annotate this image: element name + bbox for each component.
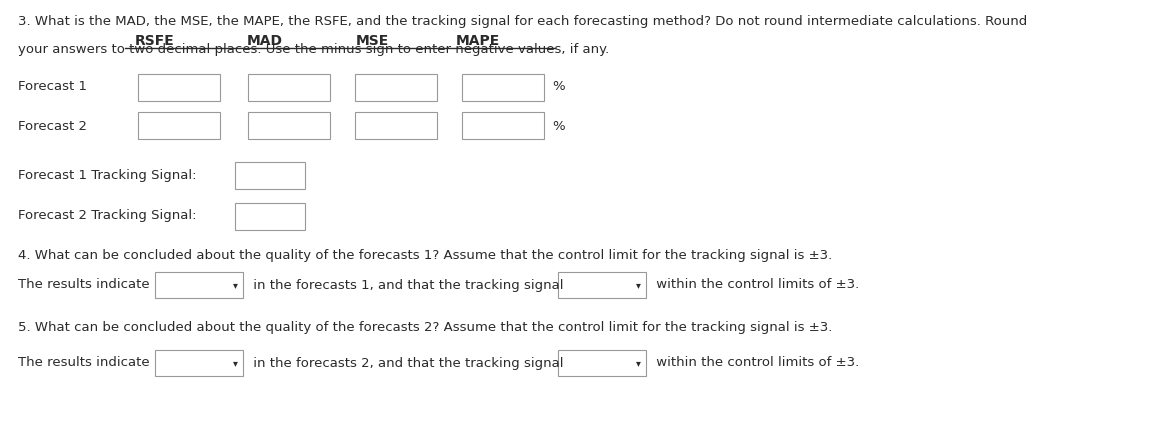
FancyBboxPatch shape	[235, 162, 305, 190]
Text: ▾: ▾	[636, 280, 641, 290]
FancyBboxPatch shape	[462, 74, 544, 100]
Text: %: %	[552, 120, 565, 133]
Text: MAPE: MAPE	[456, 34, 500, 48]
Text: The results indicate: The results indicate	[18, 357, 150, 370]
Text: RSFE: RSFE	[136, 34, 175, 48]
Text: in the forecasts 1, and that the tracking signal: in the forecasts 1, and that the trackin…	[249, 279, 563, 292]
Text: Forecast 1: Forecast 1	[18, 81, 87, 93]
Text: 3. What is the MAD, the MSE, the MAPE, the RSFE, and the tracking signal for eac: 3. What is the MAD, the MSE, the MAPE, t…	[18, 15, 1028, 28]
FancyBboxPatch shape	[155, 272, 243, 298]
Text: ▾: ▾	[636, 358, 641, 368]
Text: Forecast 2 Tracking Signal:: Forecast 2 Tracking Signal:	[18, 209, 196, 223]
FancyBboxPatch shape	[248, 74, 330, 100]
FancyBboxPatch shape	[355, 113, 437, 139]
Text: Forecast 2: Forecast 2	[18, 120, 87, 133]
Text: The results indicate: The results indicate	[18, 279, 150, 292]
FancyBboxPatch shape	[235, 202, 305, 230]
Text: %: %	[552, 81, 565, 93]
FancyBboxPatch shape	[558, 272, 646, 298]
Text: within the control limits of ±3.: within the control limits of ±3.	[652, 279, 859, 292]
FancyBboxPatch shape	[138, 113, 220, 139]
FancyBboxPatch shape	[138, 74, 220, 100]
Text: MSE: MSE	[355, 34, 388, 48]
FancyBboxPatch shape	[248, 113, 330, 139]
Text: within the control limits of ±3.: within the control limits of ±3.	[652, 357, 859, 370]
FancyBboxPatch shape	[355, 74, 437, 100]
Text: your answers to two decimal places. Use the minus sign to enter negative values,: your answers to two decimal places. Use …	[18, 43, 609, 57]
FancyBboxPatch shape	[558, 350, 646, 376]
FancyBboxPatch shape	[155, 350, 243, 376]
Text: ▾: ▾	[233, 280, 237, 290]
Text: MAD: MAD	[247, 34, 283, 48]
FancyBboxPatch shape	[462, 113, 544, 139]
Text: in the forecasts 2, and that the tracking signal: in the forecasts 2, and that the trackin…	[249, 357, 563, 370]
Text: Forecast 1 Tracking Signal:: Forecast 1 Tracking Signal:	[18, 170, 196, 183]
Text: ▾: ▾	[233, 358, 237, 368]
Text: 4. What can be concluded about the quality of the forecasts 1? Assume that the c: 4. What can be concluded about the quali…	[18, 250, 832, 262]
Text: 5. What can be concluded about the quality of the forecasts 2? Assume that the c: 5. What can be concluded about the quali…	[18, 321, 832, 335]
